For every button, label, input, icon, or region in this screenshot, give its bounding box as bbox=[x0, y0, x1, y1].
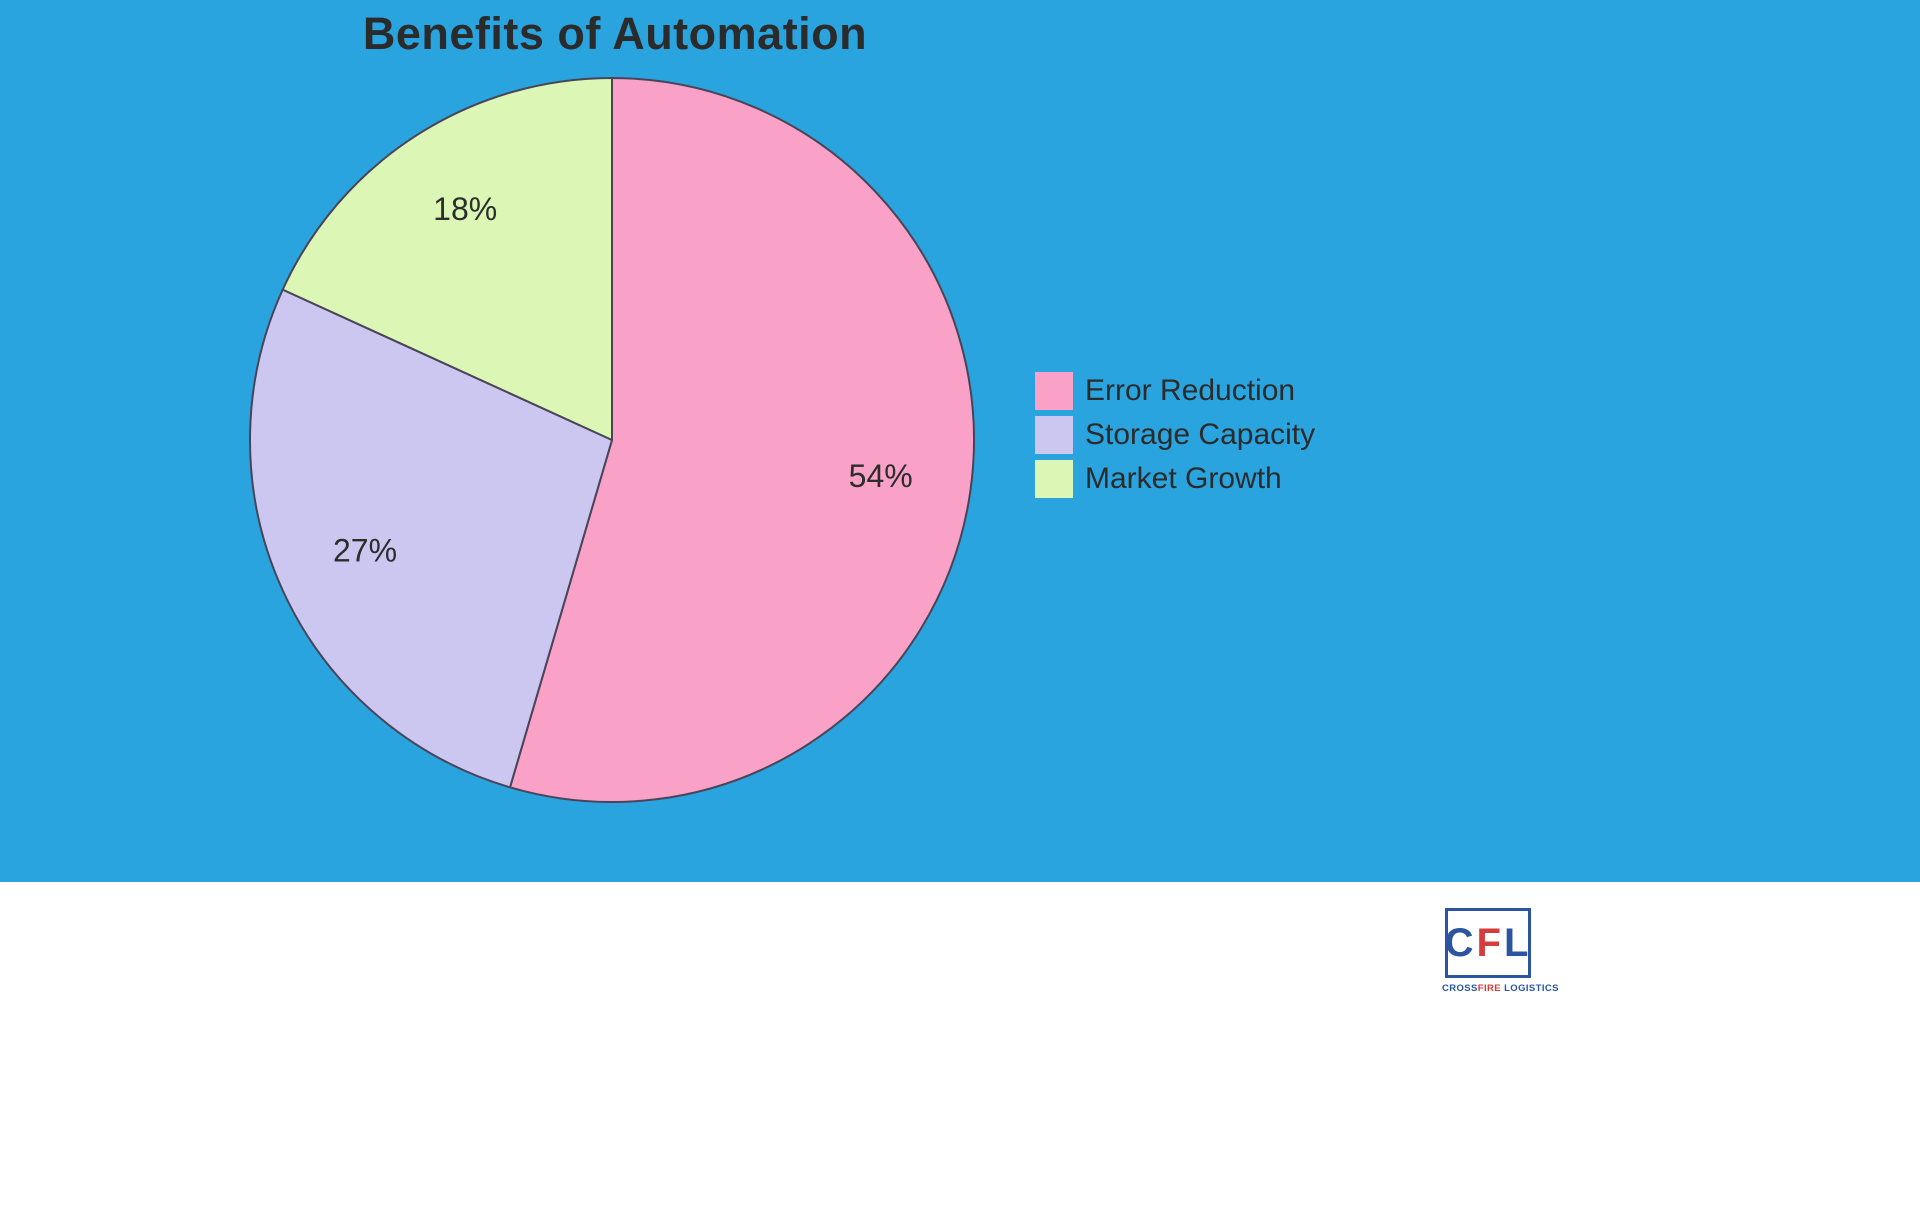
legend-item-storage-capacity: Storage Capacity bbox=[1035, 416, 1315, 454]
pie-value-label-storage-capacity: 27% bbox=[333, 532, 397, 568]
logo-letter-c: C bbox=[1444, 921, 1477, 965]
legend-label: Error Reduction bbox=[1085, 374, 1296, 407]
logo-subtext-part-1: FIRE bbox=[1477, 983, 1502, 994]
logo-subtext: CROSSFIRE LOGISTICS bbox=[1442, 983, 1558, 994]
pie-slice-error-reduction bbox=[509, 77, 975, 803]
logo-box: CFL bbox=[1445, 908, 1531, 978]
legend-item-error-reduction: Error Reduction bbox=[1035, 372, 1315, 410]
pie-chart: 54% 27% 18% bbox=[248, 77, 975, 803]
legend-item-market-growth: Market Growth bbox=[1035, 460, 1315, 498]
logo-letter-f: F bbox=[1476, 921, 1504, 965]
pie-value-label-error-reduction: 54% bbox=[849, 458, 913, 494]
pie-slice-market-growth bbox=[281, 77, 613, 441]
footer: CFL CROSSFIRE LOGISTICS bbox=[0, 882, 1920, 1215]
logo-letter-l: L bbox=[1503, 921, 1532, 965]
logo-letters: CFL bbox=[1445, 923, 1532, 963]
logo-subtext-part-0: CROSS bbox=[1442, 983, 1478, 994]
pie-value-label-market-growth: 18% bbox=[433, 191, 497, 227]
legend-label: Market Growth bbox=[1085, 462, 1282, 495]
legend: Error Reduction Storage Capacity Market … bbox=[1035, 372, 1315, 498]
legend-label: Storage Capacity bbox=[1085, 418, 1316, 451]
pie-slice-storage-capacity bbox=[248, 288, 613, 789]
logo-subtext-part-2: LOGISTICS bbox=[1501, 983, 1559, 994]
crossfire-logistics-logo: CFL CROSSFIRE LOGISTICS bbox=[1442, 908, 1558, 994]
legend-swatch-market-growth bbox=[1035, 460, 1073, 498]
legend-swatch-storage-capacity bbox=[1035, 416, 1073, 454]
chart-area: 54% 27% 18% Benefits of Automation Error R… bbox=[0, 0, 1920, 882]
chart-title: Benefits of Automation bbox=[362, 8, 868, 59]
legend-swatch-error-reduction bbox=[1035, 372, 1073, 410]
